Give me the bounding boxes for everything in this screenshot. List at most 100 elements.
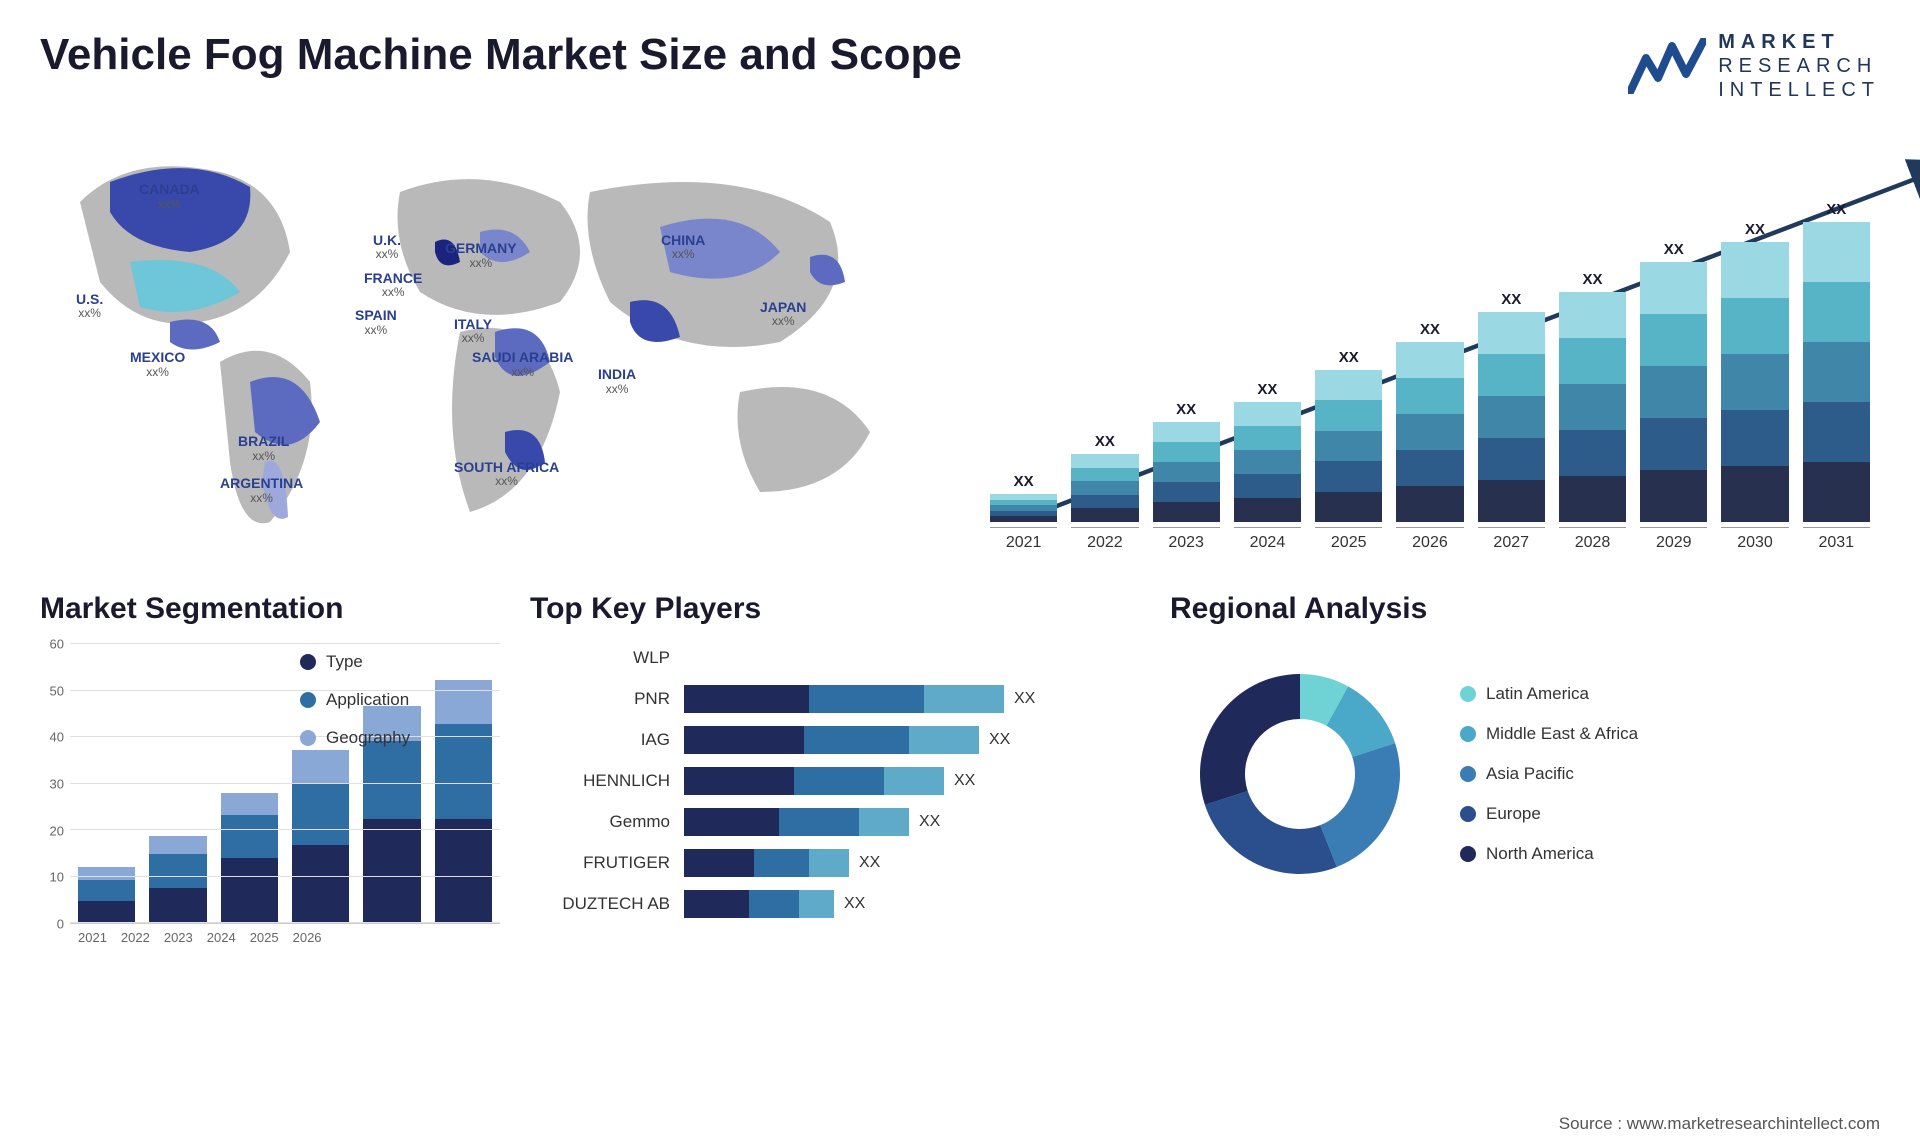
forecast-bar-label: XX (1582, 271, 1602, 288)
seg-ytick: 20 (50, 823, 64, 838)
logo-line1: MARKET (1718, 30, 1880, 54)
logo-text: MARKET RESEARCH INTELLECT (1718, 30, 1880, 102)
donut-slice (1205, 791, 1337, 874)
map-label-france: FRANCExx% (364, 271, 422, 300)
seg-legend-item: Type (300, 652, 410, 672)
seg-legend-item: Geography (300, 728, 410, 748)
legend-dot-icon (300, 730, 316, 746)
regional-donut-chart (1170, 644, 1430, 904)
player-value: XX (844, 895, 865, 913)
seg-legend-item: Application (300, 690, 410, 710)
seg-ytick: 10 (50, 870, 64, 885)
legend-dot-icon (1460, 846, 1476, 862)
seg-xtick: 2021 (78, 930, 107, 945)
seg-ytick: 50 (50, 683, 64, 698)
seg-xtick: 2025 (250, 930, 279, 945)
map-label-mexico: MEXICOxx% (130, 350, 185, 379)
players-panel: Top Key Players WLPPNRIAGHENNLICHGemmoFR… (530, 592, 1140, 952)
region-legend-item: Asia Pacific (1460, 764, 1638, 784)
forecast-xtick: 2027 (1478, 527, 1545, 552)
players-title: Top Key Players (530, 592, 1140, 626)
map-label-china: CHINAxx% (661, 233, 705, 262)
map-label-japan: JAPANxx% (760, 300, 806, 329)
player-row: XX (684, 849, 1140, 877)
region-legend-item: Latin America (1460, 684, 1638, 704)
logo-line2: RESEARCH (1718, 54, 1880, 78)
region-legend-item: Middle East & Africa (1460, 724, 1638, 744)
map-label-brazil: BRAZILxx% (238, 434, 289, 463)
brand-logo: MARKET RESEARCH INTELLECT (1628, 30, 1880, 102)
donut-slice (1200, 674, 1300, 805)
seg-bar-2024 (292, 750, 349, 923)
forecast-bar-label: XX (1014, 473, 1034, 490)
player-label: DUZTECH AB (530, 890, 670, 918)
source-attribution: Source : www.marketresearchintellect.com (1559, 1114, 1880, 1134)
world-map-panel: CANADAxx%U.S.xx%MEXICOxx%BRAZILxx%ARGENT… (40, 132, 940, 552)
seg-bar-2022 (149, 836, 206, 923)
player-label: FRUTIGER (530, 849, 670, 877)
forecast-bar-label: XX (1826, 201, 1846, 218)
player-row: XX (684, 808, 1140, 836)
logo-line3: INTELLECT (1718, 78, 1880, 102)
forecast-bar-label: XX (1745, 221, 1765, 238)
map-label-southafrica: SOUTH AFRICAxx% (454, 460, 559, 489)
player-row: XX (684, 685, 1140, 713)
map-label-germany: GERMANYxx% (445, 241, 517, 270)
seg-xtick: 2023 (164, 930, 193, 945)
forecast-bar-2022: XX (1071, 433, 1138, 522)
player-value: XX (989, 731, 1010, 749)
forecast-xtick: 2021 (990, 527, 1057, 552)
forecast-bar-label: XX (1095, 433, 1115, 450)
forecast-bar-2023: XX (1153, 401, 1220, 522)
segmentation-title: Market Segmentation (40, 592, 500, 626)
legend-dot-icon (1460, 766, 1476, 782)
legend-dot-icon (300, 692, 316, 708)
player-value: XX (859, 854, 880, 872)
forecast-bar-label: XX (1176, 401, 1196, 418)
player-label: Gemmo (530, 808, 670, 836)
player-row: XX (684, 890, 1140, 918)
legend-dot-icon (1460, 686, 1476, 702)
header: Vehicle Fog Machine Market Size and Scop… (40, 30, 1880, 102)
regional-title: Regional Analysis (1170, 592, 1880, 626)
forecast-xtick: 2023 (1153, 527, 1220, 552)
player-value: XX (1014, 690, 1035, 708)
region-legend-item: North America (1460, 844, 1638, 864)
logo-m-icon (1628, 38, 1706, 94)
seg-xtick: 2022 (121, 930, 150, 945)
map-label-canada: CANADAxx% (139, 182, 200, 211)
seg-xtick: 2024 (207, 930, 236, 945)
bottom-row: Market Segmentation 0102030405060 202120… (40, 592, 1880, 952)
forecast-bar-label: XX (1501, 291, 1521, 308)
map-label-spain: SPAINxx% (355, 308, 397, 337)
forecast-xtick: 2031 (1803, 527, 1870, 552)
player-value: XX (954, 772, 975, 790)
player-label: IAG (530, 726, 670, 754)
map-label-saudiarabia: SAUDI ARABIAxx% (472, 350, 573, 379)
player-value: XX (919, 813, 940, 831)
segmentation-panel: Market Segmentation 0102030405060 202120… (40, 592, 500, 952)
forecast-bar-label: XX (1664, 241, 1684, 258)
forecast-bar-2031: XX (1803, 201, 1870, 522)
forecast-bar-2021: XX (990, 473, 1057, 522)
seg-ytick: 30 (50, 777, 64, 792)
seg-ytick: 0 (57, 917, 64, 932)
forecast-xtick: 2026 (1396, 527, 1463, 552)
forecast-bar-label: XX (1339, 349, 1359, 366)
forecast-bar-label: XX (1420, 321, 1440, 338)
player-label: PNR (530, 685, 670, 713)
map-label-argentina: ARGENTINAxx% (220, 476, 303, 505)
page-title: Vehicle Fog Machine Market Size and Scop… (40, 30, 962, 80)
seg-xtick: 2026 (293, 930, 322, 945)
map-label-uk: U.K.xx% (373, 233, 401, 262)
regional-panel: Regional Analysis Latin America Middle Ea… (1170, 592, 1880, 952)
donut-slice (1320, 743, 1400, 867)
forecast-xtick: 2022 (1071, 527, 1138, 552)
forecast-chart: XXXXXXXXXXXXXXXXXXXXXX 20212022202320242… (980, 132, 1880, 552)
seg-bar-2023 (221, 793, 278, 923)
player-row: XX (684, 726, 1140, 754)
map-label-italy: ITALYxx% (454, 317, 492, 346)
legend-dot-icon (1460, 806, 1476, 822)
forecast-bar-2030: XX (1721, 221, 1788, 522)
map-label-india: INDIAxx% (598, 367, 636, 396)
